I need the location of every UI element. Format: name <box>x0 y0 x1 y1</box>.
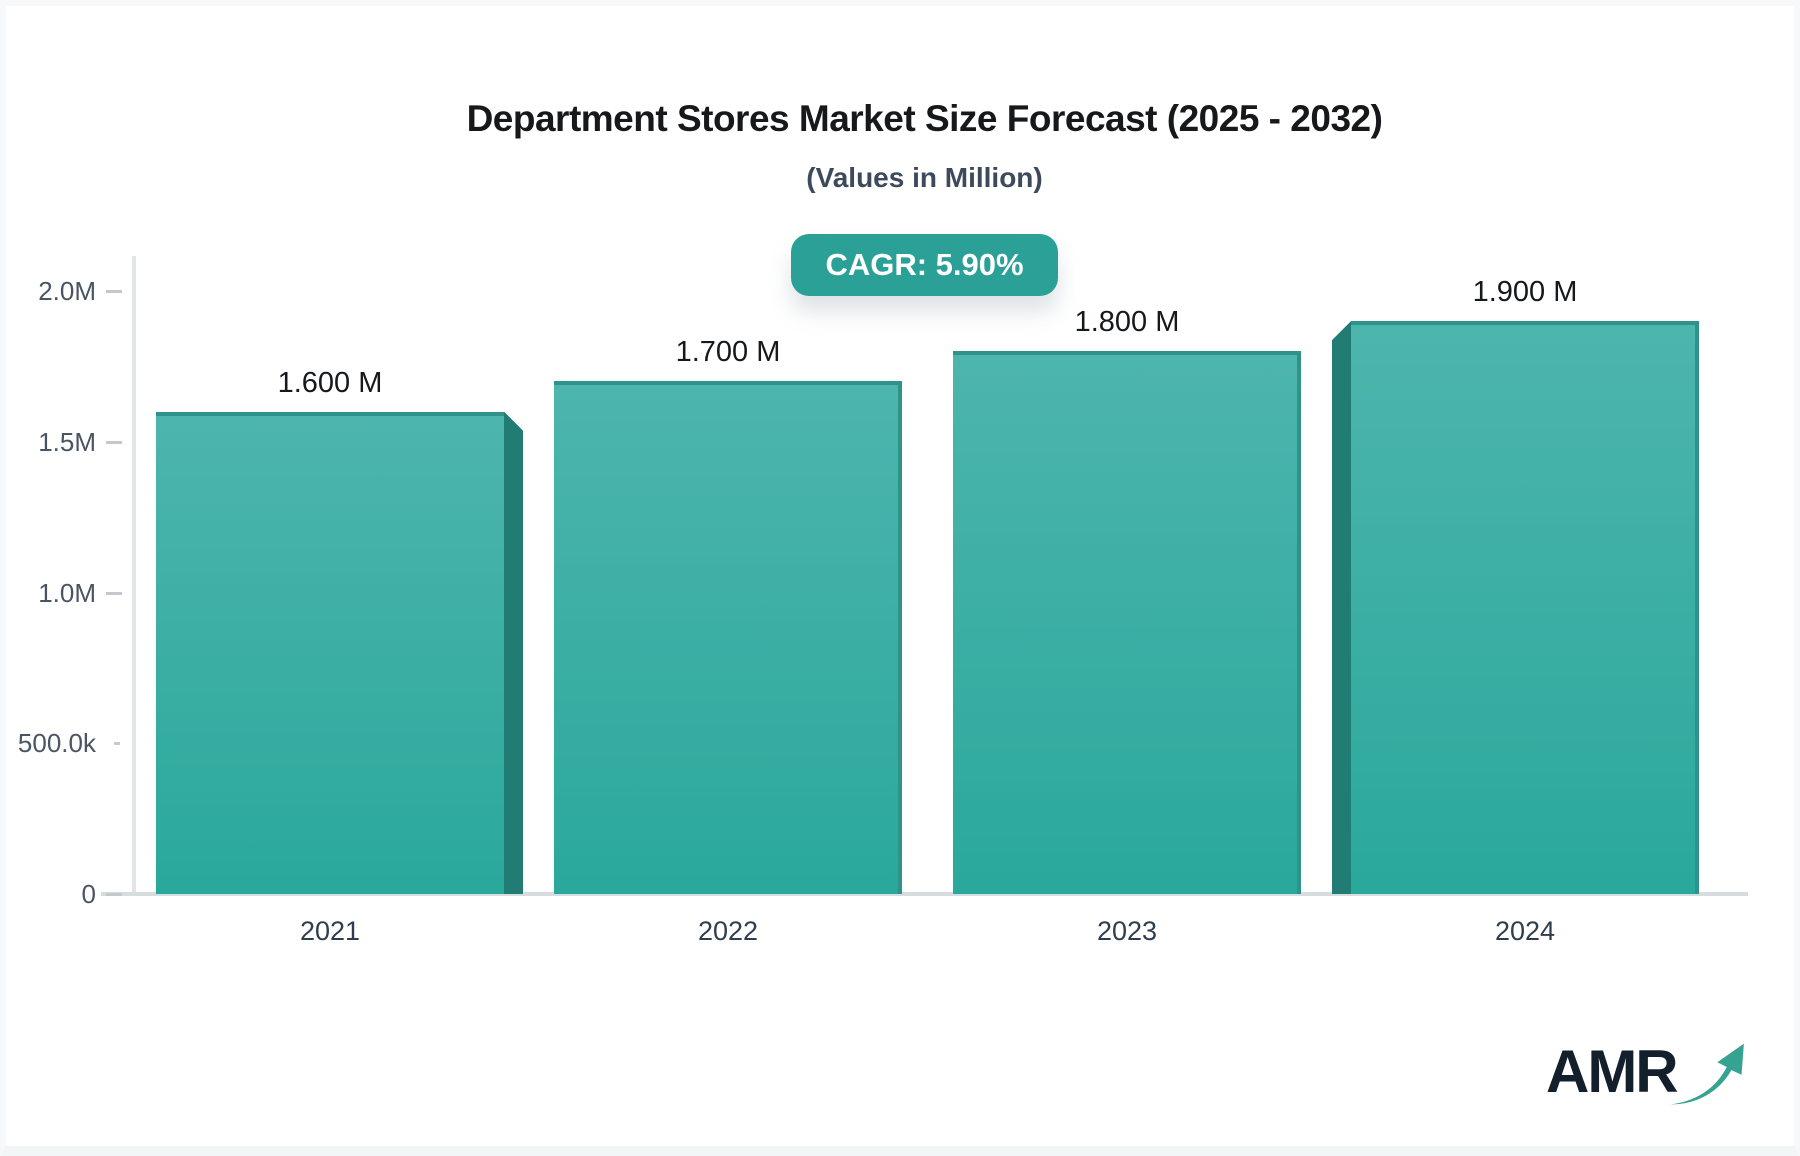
y-tick-mark <box>106 440 122 444</box>
cagr-badge: CAGR: 5.90% <box>791 234 1058 296</box>
y-tick-label: 1.5M <box>38 426 96 457</box>
bar-2024 <box>1351 321 1699 894</box>
x-axis-label-2021: 2021 <box>299 916 361 946</box>
chart-title: Department Stores Market Size Forecast (… <box>466 98 1383 139</box>
bar-2022 <box>554 381 902 894</box>
bar-3d-side <box>504 411 523 894</box>
x-axis-label-2023: 2023 <box>1096 916 1158 946</box>
y-tick-label: 2.0M <box>38 276 96 306</box>
brand-logo-text: AMR <box>1546 1038 1679 1105</box>
bar-value-label: 1.800 M <box>1074 306 1180 339</box>
y-tick-mark <box>114 742 120 746</box>
y-axis-line <box>132 256 136 894</box>
brand-logo: AMR <box>1546 1042 1747 1108</box>
x-axis-line <box>101 892 1748 896</box>
y-tick-label: 500.0k <box>17 728 96 759</box>
bar-value-label: 1.600 M <box>277 366 383 399</box>
y-tick-label: 1.0M <box>38 577 96 608</box>
bar-value-label: 1.700 M <box>675 336 781 369</box>
bar-3d-side <box>1332 321 1351 894</box>
y-tick-label: 0 <box>81 879 96 909</box>
x-axis-label-2024: 2024 <box>1494 916 1556 946</box>
x-axis-label-2022: 2022 <box>697 916 759 946</box>
chart-header: Department Stores Market Size Forecast (… <box>101 98 1748 296</box>
y-tick-mark <box>106 290 122 293</box>
y-tick-mark <box>106 893 122 896</box>
bar-2021 <box>156 411 504 894</box>
bar-2023 <box>953 351 1301 894</box>
y-tick-mark <box>106 591 122 595</box>
growth-arrow-icon <box>1670 1043 1744 1105</box>
bar-value-label: 1.900 M <box>1472 276 1578 309</box>
chart-subtitle: (Values in Million) <box>806 162 1043 193</box>
